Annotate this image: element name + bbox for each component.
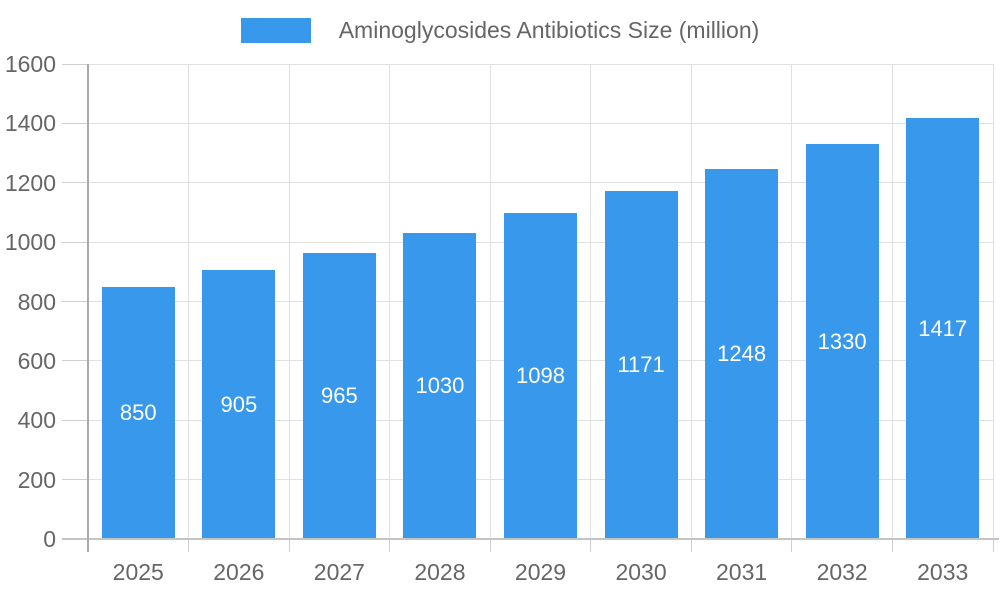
bar-value-label: 1171 <box>617 352 665 378</box>
y-axis-tick <box>62 182 88 184</box>
bar-value-label: 1098 <box>516 363 565 389</box>
x-axis-tick <box>590 539 592 552</box>
vertical-gridline <box>590 64 592 539</box>
y-axis-tick <box>62 63 88 65</box>
y-axis-tick <box>62 241 88 243</box>
y-axis-tick-label: 1600 <box>4 51 56 77</box>
y-axis-tick-label: 1400 <box>4 110 56 137</box>
vertical-gridline <box>389 64 391 539</box>
horizontal-gridline <box>88 122 993 124</box>
legend-item[interactable]: Aminoglycosides Antibiotics Size (millio… <box>0 18 1000 43</box>
x-axis-tick-label: 2031 <box>716 559 768 585</box>
bar-value-label: 850 <box>119 399 157 425</box>
horizontal-gridline <box>88 63 993 65</box>
y-axis-tick-label: 0 <box>43 526 56 552</box>
x-axis-tick-label: 2029 <box>514 559 567 585</box>
bar[interactable]: 1098 <box>504 213 577 539</box>
vertical-gridline <box>891 64 893 539</box>
y-axis-tick-label: 200 <box>17 466 56 493</box>
vertical-gridline <box>690 64 692 539</box>
horizontal-gridline <box>88 182 993 184</box>
x-axis-tick-label: 2033 <box>917 559 969 585</box>
bar-value-label: 905 <box>220 391 258 417</box>
bar[interactable]: 1030 <box>403 233 477 539</box>
y-axis-tick <box>62 479 88 481</box>
bar-value-label: 965 <box>321 382 358 408</box>
x-axis-tick-label: 2027 <box>313 559 365 585</box>
legend-swatch <box>240 18 311 43</box>
bar[interactable]: 905 <box>202 270 276 539</box>
y-axis-tick <box>62 301 88 302</box>
bar[interactable]: 1330 <box>805 144 879 539</box>
x-axis-tick <box>188 539 190 552</box>
vertical-gridline <box>188 64 190 539</box>
legend-label: Aminoglycosides Antibiotics Size (millio… <box>338 17 760 43</box>
x-axis-tick-label: 2030 <box>615 559 667 585</box>
bar-value-label: 1330 <box>817 328 867 354</box>
bar[interactable]: 1248 <box>705 168 779 539</box>
bar[interactable]: 850 <box>101 286 175 539</box>
x-axis-tick <box>690 539 692 552</box>
vertical-gridline <box>489 64 491 539</box>
x-axis-tick-label: 2026 <box>213 559 265 585</box>
y-axis-tick-label: 1200 <box>4 169 56 196</box>
x-axis-tick <box>791 539 793 552</box>
bar[interactable]: 965 <box>302 252 376 539</box>
bar-value-label: 1248 <box>717 340 767 366</box>
y-axis-tick <box>62 419 88 421</box>
bar-value-label: 1417 <box>918 315 968 341</box>
vertical-gridline <box>992 64 994 539</box>
x-axis-tick <box>389 539 391 552</box>
bar[interactable]: 1417 <box>906 118 980 539</box>
y-axis-tick-label: 800 <box>17 288 56 315</box>
x-axis-tick <box>288 539 290 552</box>
x-axis-tick-label: 2032 <box>816 559 868 585</box>
x-axis-tick-label: 2028 <box>414 559 466 585</box>
x-axis-tick <box>992 539 994 552</box>
y-axis-tick <box>62 360 88 362</box>
vertical-gridline <box>791 64 793 539</box>
x-axis-tick <box>489 539 491 552</box>
x-axis-line <box>62 538 999 540</box>
bar[interactable]: 1171 <box>604 191 678 539</box>
x-axis-tick <box>891 539 893 552</box>
y-axis-tick-label: 400 <box>17 407 56 434</box>
bar-value-label: 1030 <box>415 373 465 399</box>
x-axis-tick-label: 2025 <box>112 559 164 585</box>
y-axis-tick-label: 1000 <box>4 229 56 256</box>
y-axis-line <box>87 64 89 552</box>
y-axis-tick <box>62 122 88 124</box>
y-axis-tick-label: 600 <box>17 347 56 374</box>
vertical-gridline <box>288 64 290 539</box>
